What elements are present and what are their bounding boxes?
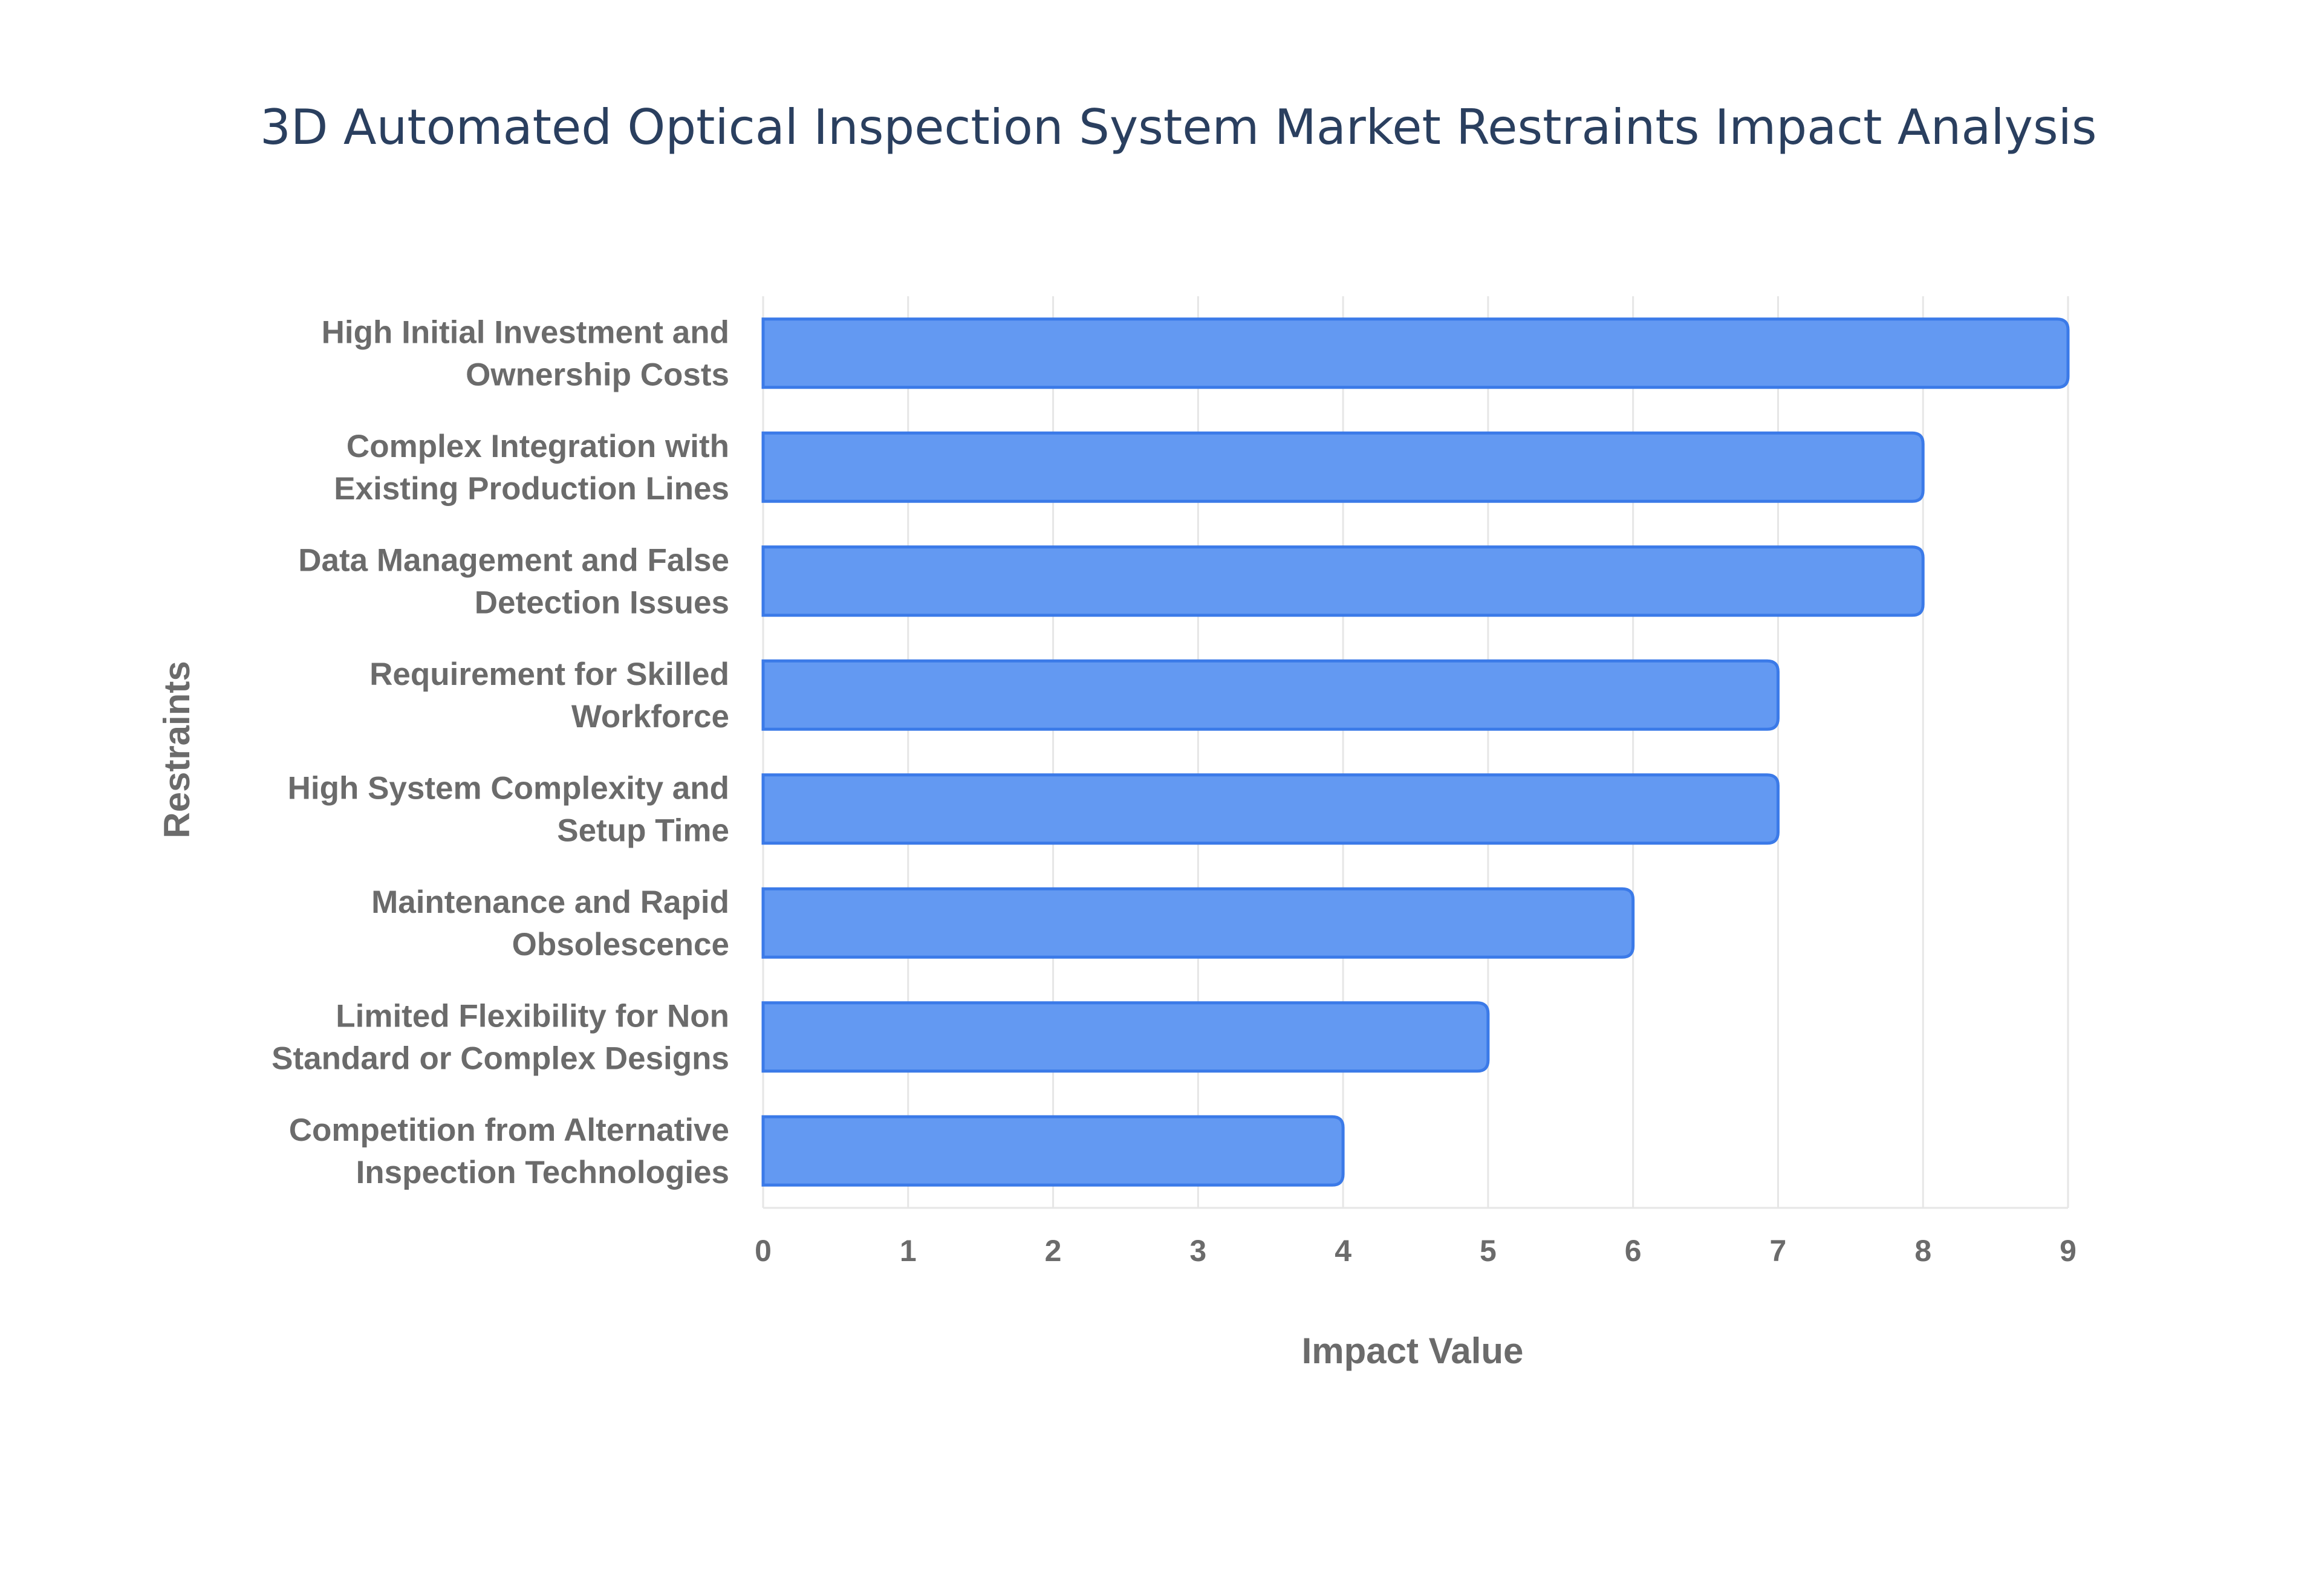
bar <box>761 659 1780 731</box>
bar <box>761 431 1925 503</box>
y-category-label: Existing Production Lines <box>334 471 729 507</box>
y-category-label: Setup Time <box>557 813 729 848</box>
x-tick-label: 3 <box>1189 1234 1206 1268</box>
x-tick-label: 2 <box>1045 1234 1062 1268</box>
y-category-label: Standard or Complex Designs <box>272 1040 729 1076</box>
y-category-label: High Initial Investment and <box>322 314 729 350</box>
x-tick-label: 0 <box>755 1234 772 1268</box>
y-category-label: Data Management and False <box>298 542 729 578</box>
y-category-label: Requirement for Skilled <box>369 657 729 692</box>
bar <box>761 887 1635 959</box>
x-tick-label: 7 <box>1770 1234 1787 1268</box>
y-axis-title: Restraints <box>157 661 197 838</box>
y-category-label: Competition from Alternative <box>289 1112 729 1148</box>
bar <box>761 773 1780 845</box>
y-category-label: Complex Integration with <box>346 429 729 464</box>
x-tick-label: 6 <box>1625 1234 1642 1268</box>
y-category-label: Detection Issues <box>475 585 729 620</box>
x-tick-label: 8 <box>1914 1234 1931 1268</box>
bars <box>761 317 2070 1187</box>
x-tick-label: 5 <box>1480 1234 1497 1268</box>
x-tick-label: 1 <box>900 1234 917 1268</box>
y-category-labels: High Initial Investment and Ownership Cos… <box>272 314 729 1190</box>
bar <box>761 1115 1345 1187</box>
x-axis-title: Impact Value <box>1302 1331 1524 1371</box>
x-tick-labels: 0 1 2 3 4 5 6 7 8 9 <box>755 1234 2076 1268</box>
y-category-label: Limited Flexibility for Non <box>336 998 729 1034</box>
y-category-label: Ownership Costs <box>466 357 729 392</box>
chart-title: 3D Automated Optical Inspection System M… <box>260 99 2097 155</box>
bar <box>761 545 1925 617</box>
y-category-label: Inspection Technologies <box>356 1155 729 1190</box>
x-tick-label: 4 <box>1335 1234 1351 1268</box>
x-tick-label: 9 <box>2060 1234 2076 1268</box>
bar <box>761 1001 1490 1073</box>
y-category-label: High System Complexity and <box>288 770 729 806</box>
y-category-label: Workforce <box>571 699 729 735</box>
y-category-label: Obsolescence <box>512 927 729 962</box>
y-category-label: Maintenance and Rapid <box>371 884 729 920</box>
bar <box>761 317 2070 389</box>
